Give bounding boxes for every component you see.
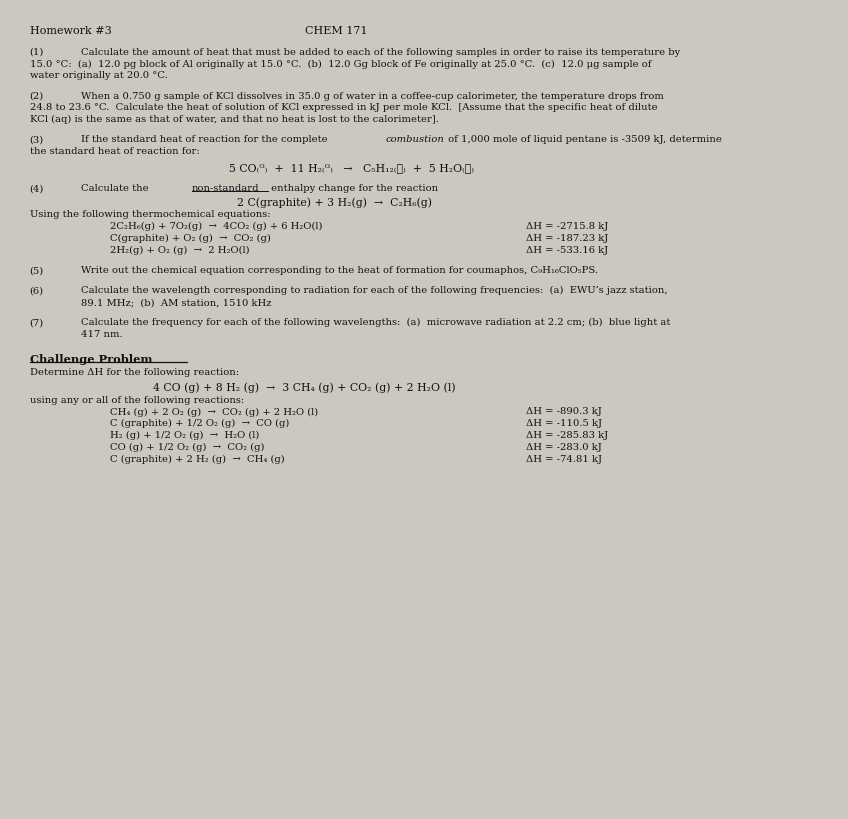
Text: If the standard heat of reaction for the complete: If the standard heat of reaction for the…: [81, 135, 331, 144]
Text: (2): (2): [30, 92, 44, 101]
Text: (6): (6): [30, 287, 44, 296]
Text: the standard heat of reaction for:: the standard heat of reaction for:: [30, 147, 199, 156]
Text: using any or all of the following reactions:: using any or all of the following reacti…: [30, 396, 244, 405]
Text: Using the following thermochemical equations:: Using the following thermochemical equat…: [30, 210, 271, 219]
Text: ΔH = -890.3 kJ: ΔH = -890.3 kJ: [526, 407, 601, 416]
Text: combustion: combustion: [386, 135, 444, 144]
Text: C (graphite) + 1/2 O₂ (g)  →  CO (g): C (graphite) + 1/2 O₂ (g) → CO (g): [110, 419, 290, 428]
Text: Calculate the: Calculate the: [81, 184, 151, 193]
Text: ΔH = -533.16 kJ: ΔH = -533.16 kJ: [526, 246, 608, 255]
Text: Calculate the wavelength corresponding to radiation for each of the following fr: Calculate the wavelength corresponding t…: [81, 287, 667, 296]
Text: Homework #3: Homework #3: [30, 26, 111, 36]
Text: CHEM 171: CHEM 171: [305, 26, 368, 36]
Text: CO (g) + 1/2 O₂ (g)  →  CO₂ (g): CO (g) + 1/2 O₂ (g) → CO₂ (g): [110, 443, 265, 452]
Text: ΔH = -2715.8 kJ: ΔH = -2715.8 kJ: [526, 222, 608, 231]
Text: (3): (3): [30, 135, 44, 144]
Text: CH₄ (g) + 2 O₂ (g)  →  CO₂ (g) + 2 H₂O (l): CH₄ (g) + 2 O₂ (g) → CO₂ (g) + 2 H₂O (l): [110, 407, 319, 417]
Text: KCl (aq) is the same as that of water, and that no heat is lost to the calorimet: KCl (aq) is the same as that of water, a…: [30, 115, 438, 124]
Text: H₂ (g) + 1/2 O₂ (g)  →  H₂O (l): H₂ (g) + 1/2 O₂ (g) → H₂O (l): [110, 431, 259, 441]
Text: (4): (4): [30, 184, 44, 193]
Text: C (graphite) + 2 H₂ (g)  →  CH₄ (g): C (graphite) + 2 H₂ (g) → CH₄ (g): [110, 455, 285, 464]
Text: (7): (7): [30, 319, 44, 328]
Text: of 1,000 mole of liquid pentane is -3509 kJ, determine: of 1,000 mole of liquid pentane is -3509…: [445, 135, 722, 144]
Text: 2 C(graphite) + 3 H₂(g)  →  C₂H₆(g): 2 C(graphite) + 3 H₂(g) → C₂H₆(g): [237, 197, 432, 208]
Text: (1): (1): [30, 48, 44, 57]
Text: ΔH = -283.0 kJ: ΔH = -283.0 kJ: [526, 443, 601, 452]
Text: ΔH = -110.5 kJ: ΔH = -110.5 kJ: [526, 419, 602, 428]
Text: ΔH = -187.23 kJ: ΔH = -187.23 kJ: [526, 234, 608, 243]
Text: Write out the chemical equation corresponding to the heat of formation for couma: Write out the chemical equation correspo…: [81, 266, 598, 275]
Text: enthalpy change for the reaction: enthalpy change for the reaction: [268, 184, 438, 193]
Text: 24.8 to 23.6 °C.  Calculate the heat of solution of KCl expressed in kJ per mole: 24.8 to 23.6 °C. Calculate the heat of s…: [30, 103, 657, 112]
Text: Challenge Problem: Challenge Problem: [30, 354, 152, 365]
Text: 417 nm.: 417 nm.: [81, 330, 122, 339]
Text: non-standard: non-standard: [192, 184, 259, 193]
Text: 2H₂(g) + O₂ (g)  →  2 H₂O(l): 2H₂(g) + O₂ (g) → 2 H₂O(l): [110, 246, 250, 255]
Text: Calculate the frequency for each of the following wavelengths:  (a)  microwave r: Calculate the frequency for each of the …: [81, 319, 670, 328]
Text: (5): (5): [30, 266, 44, 275]
Text: 89.1 MHz;  (b)  AM station, 1510 kHz: 89.1 MHz; (b) AM station, 1510 kHz: [81, 298, 271, 307]
Text: 5 CO₍ᴳ₎  +  11 H₂₍ᴳ₎   →   C₅H₁₂₍ℓ₎  +  5 H₂O₍ℓ₎: 5 CO₍ᴳ₎ + 11 H₂₍ᴳ₎ → C₅H₁₂₍ℓ₎ + 5 H₂O₍ℓ₎: [229, 163, 474, 173]
Text: ΔH = -285.83 kJ: ΔH = -285.83 kJ: [526, 431, 608, 440]
Text: water originally at 20.0 °C.: water originally at 20.0 °C.: [30, 71, 167, 80]
Text: C(graphite) + O₂ (g)  →  CO₂ (g): C(graphite) + O₂ (g) → CO₂ (g): [110, 234, 271, 243]
Text: ΔH = -74.81 kJ: ΔH = -74.81 kJ: [526, 455, 602, 464]
Text: 2C₂H₆(g) + 7O₂(g)  →  4CO₂ (g) + 6 H₂O(l): 2C₂H₆(g) + 7O₂(g) → 4CO₂ (g) + 6 H₂O(l): [110, 222, 323, 231]
Text: Determine ΔH for the following reaction:: Determine ΔH for the following reaction:: [30, 369, 239, 378]
Text: 4 CO (g) + 8 H₂ (g)  →  3 CH₄ (g) + CO₂ (g) + 2 H₂O (l): 4 CO (g) + 8 H₂ (g) → 3 CH₄ (g) + CO₂ (g…: [153, 382, 455, 393]
Text: When a 0.750 g sample of KCl dissolves in 35.0 g of water in a coffee-cup calori: When a 0.750 g sample of KCl dissolves i…: [81, 92, 663, 101]
Text: 15.0 °C:  (a)  12.0 pg block of Al originally at 15.0 °C.  (b)  12.0 Gg block of: 15.0 °C: (a) 12.0 pg block of Al origina…: [30, 60, 651, 69]
Text: Calculate the amount of heat that must be added to each of the following samples: Calculate the amount of heat that must b…: [81, 48, 680, 57]
